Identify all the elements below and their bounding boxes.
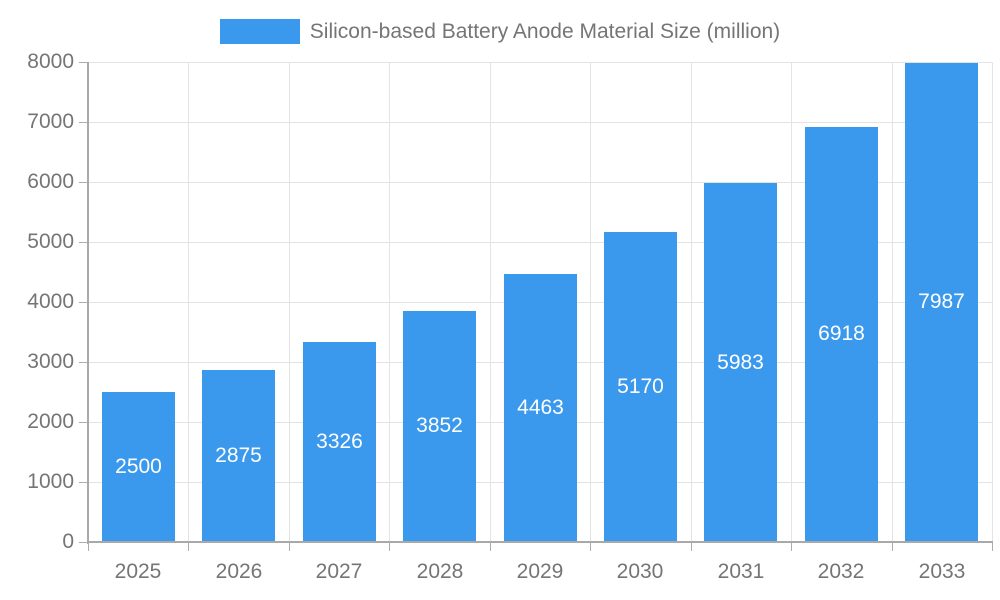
x-tick bbox=[590, 543, 591, 551]
y-tick bbox=[79, 362, 87, 363]
x-axis-label: 2030 bbox=[616, 560, 664, 583]
y-axis-label: 4000 bbox=[27, 290, 74, 313]
x-tick bbox=[892, 543, 893, 551]
x-axis-label: 2028 bbox=[416, 560, 464, 583]
x-tick bbox=[992, 543, 993, 551]
x-axis-label: 2033 bbox=[918, 560, 966, 583]
legend[interactable]: Silicon-based Battery Anode Material Siz… bbox=[0, 19, 1000, 44]
x-gridline bbox=[289, 62, 290, 542]
bar-2031 bbox=[704, 183, 777, 542]
x-tick bbox=[490, 543, 491, 551]
x-gridline bbox=[691, 62, 692, 542]
y-gridline bbox=[88, 122, 992, 123]
y-gridline bbox=[88, 242, 992, 243]
y-axis-label: 2000 bbox=[27, 410, 74, 433]
bar-2032 bbox=[805, 127, 878, 542]
legend-label: Silicon-based Battery Anode Material Siz… bbox=[309, 19, 781, 43]
x-tick bbox=[88, 543, 89, 551]
bar-2027 bbox=[303, 342, 376, 542]
x-axis-label: 2027 bbox=[315, 560, 363, 583]
bar-value-label: 5983 bbox=[717, 351, 764, 374]
y-tick bbox=[79, 302, 87, 303]
x-axis-label: 2031 bbox=[717, 560, 765, 583]
y-tick bbox=[79, 482, 87, 483]
x-axis-label: 2029 bbox=[516, 560, 564, 583]
bar-2029 bbox=[504, 274, 577, 542]
x-tick bbox=[389, 543, 390, 551]
x-axis-label: 2026 bbox=[215, 560, 263, 583]
y-gridline bbox=[88, 182, 992, 183]
bar-2025 bbox=[102, 392, 175, 542]
x-gridline bbox=[188, 62, 189, 542]
y-tick bbox=[79, 422, 87, 423]
bar-2028 bbox=[403, 311, 476, 542]
x-gridline bbox=[892, 62, 893, 542]
bar-value-label: 7987 bbox=[918, 290, 965, 313]
bar-value-label: 3326 bbox=[316, 430, 363, 453]
y-axis-line bbox=[87, 62, 89, 544]
x-tick bbox=[289, 543, 290, 551]
x-gridline bbox=[389, 62, 390, 542]
x-gridline bbox=[590, 62, 591, 542]
y-axis-label: 1000 bbox=[27, 470, 74, 493]
bar-2026 bbox=[202, 370, 275, 543]
x-tick bbox=[188, 543, 189, 551]
bar-value-label: 2875 bbox=[215, 444, 262, 467]
x-axis-line bbox=[87, 541, 993, 543]
y-axis-label: 0 bbox=[62, 530, 74, 553]
y-axis-label: 8000 bbox=[27, 50, 74, 73]
y-tick bbox=[79, 122, 87, 123]
x-axis-label: 2025 bbox=[114, 560, 162, 583]
x-gridline bbox=[992, 62, 993, 542]
bar-value-label: 5170 bbox=[617, 375, 664, 398]
bar-2030 bbox=[604, 232, 677, 542]
x-tick bbox=[691, 543, 692, 551]
y-tick bbox=[79, 542, 87, 543]
y-axis-label: 3000 bbox=[27, 350, 74, 373]
bar-2033 bbox=[905, 63, 978, 542]
y-axis-label: 5000 bbox=[27, 230, 74, 253]
bar-value-label: 2500 bbox=[115, 455, 162, 478]
y-tick bbox=[79, 62, 87, 63]
x-gridline bbox=[490, 62, 491, 542]
bar-value-label: 4463 bbox=[517, 396, 564, 419]
legend-swatch-icon bbox=[219, 19, 300, 44]
y-axis-label: 6000 bbox=[27, 170, 74, 193]
bar-value-label: 6918 bbox=[818, 322, 865, 345]
x-gridline bbox=[791, 62, 792, 542]
y-gridline bbox=[88, 62, 992, 63]
y-axis-label: 7000 bbox=[27, 110, 74, 133]
bar-value-label: 3852 bbox=[416, 414, 463, 437]
y-tick bbox=[79, 182, 87, 183]
y-tick bbox=[79, 242, 87, 243]
x-tick bbox=[791, 543, 792, 551]
x-axis-label: 2032 bbox=[817, 560, 865, 583]
